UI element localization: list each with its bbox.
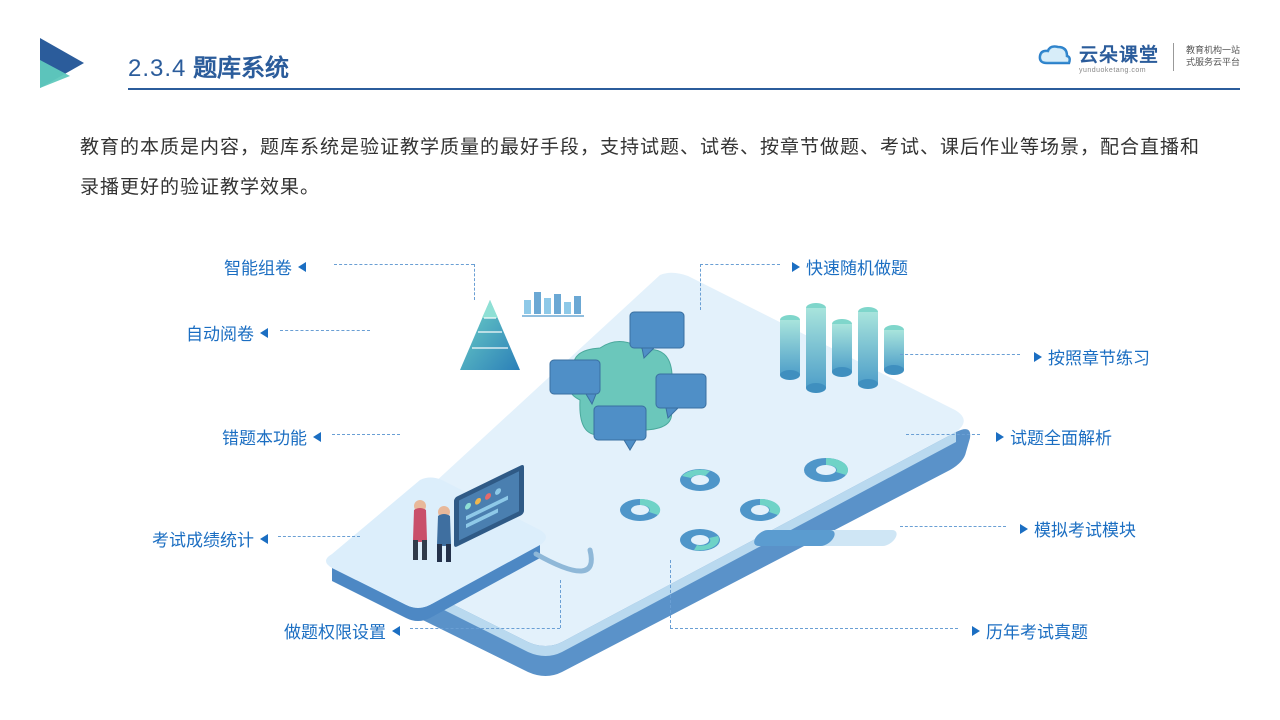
feature-label: 错题本功能 [222,424,321,449]
logo-divider [1173,43,1174,71]
arrow-right-icon [792,262,800,272]
connector-dash [700,264,701,310]
connector-dash [700,264,780,265]
arrow-right-icon [1034,352,1042,362]
feature-label: 自动阅卷 [186,320,268,345]
arrow-left-icon [260,328,268,338]
connector-dash [906,434,980,435]
brand-logo: 云朵课堂 yunduoketang.com 教育机构一站 式服务云平台 [1037,40,1240,74]
arrow-right-icon [1020,524,1028,534]
pyramid-icon [460,300,520,370]
section-number: 2.3.4 [128,55,186,82]
connector-dash [670,628,958,629]
header-rule [128,88,1240,90]
connector-dash [560,580,561,628]
feature-text: 考试成绩统计 [152,526,254,551]
feature-text: 按照章节练习 [1048,344,1150,369]
feature-label: 按照章节练习 [1034,344,1150,369]
feature-text: 模拟考试模块 [1034,516,1136,541]
connector-dash [410,628,560,629]
feature-label: 试题全面解析 [996,424,1112,449]
connector-dash [334,264,474,265]
connector-dash [280,330,370,331]
section-name: 题库系统 [193,55,289,82]
description-text: 教育的本质是内容，题库系统是验证教学质量的最好手段，支持试题、试卷、按章节做题、… [80,128,1200,208]
connector-dash [900,354,1020,355]
arrow-left-icon [298,262,306,272]
connector-dash [332,434,400,435]
slide-header: 2.3.4 题库系统 云朵课堂 yunduoketang.com 教育机构一站 … [0,32,1280,102]
brand-name: 云朵课堂 [1079,40,1159,67]
feature-label: 智能组卷 [224,254,306,279]
arrow-left-icon [392,626,400,636]
feature-text: 历年考试真题 [986,618,1088,643]
connector-dash [474,264,475,300]
arrow-right-icon [996,432,1004,442]
feature-text: 做题权限设置 [284,618,386,643]
arrow-left-icon [260,534,268,544]
feature-text: 智能组卷 [224,254,292,279]
feature-label: 考试成绩统计 [152,526,268,551]
feature-label: 快速随机做题 [792,254,908,279]
feature-text: 错题本功能 [222,424,307,449]
feature-text: 试题全面解析 [1010,424,1112,449]
arrow-left-icon [313,432,321,442]
isometric-illustration [0,220,1280,700]
progress-bar [751,530,900,546]
brand-tagline: 教育机构一站 式服务云平台 [1186,45,1240,68]
feature-text: 自动阅卷 [186,320,254,345]
feature-label: 模拟考试模块 [1020,516,1136,541]
brand-url: yunduoketang.com [1079,67,1159,74]
feature-label: 做题权限设置 [284,618,400,643]
connector-dash [900,526,1006,527]
section-title: 2.3.4 题库系统 [128,48,289,83]
connector-dash [278,536,360,537]
play-triangle-icon [36,36,90,90]
cloud-icon [1037,45,1071,69]
feature-text: 快速随机做题 [806,254,908,279]
feature-label: 历年考试真题 [972,618,1088,643]
mini-bar-chart [522,292,584,316]
feature-diagram: 智能组卷自动阅卷错题本功能考试成绩统计做题权限设置 快速随机做题按照章节练习试题全… [0,220,1280,700]
connector-dash [670,560,671,628]
arrow-right-icon [972,626,980,636]
